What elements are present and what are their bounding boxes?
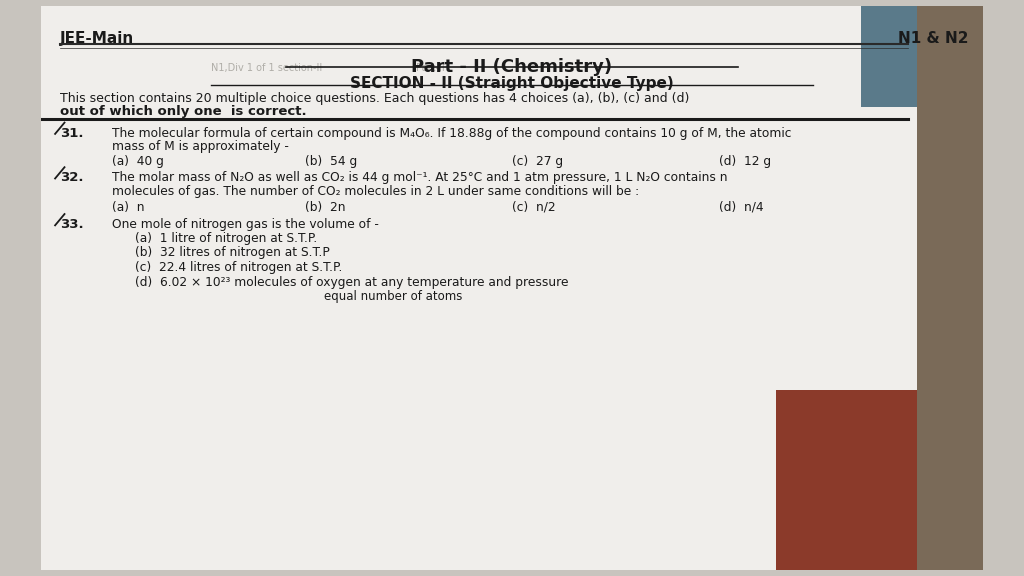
Text: 33.: 33. [59, 218, 83, 231]
Text: (d)  n/4: (d) n/4 [719, 200, 764, 214]
FancyBboxPatch shape [776, 389, 918, 570]
Text: The molar mass of N₂O as well as CO₂ is 44 g mol⁻¹. At 25°C and 1 atm pressure, : The molar mass of N₂O as well as CO₂ is … [112, 171, 727, 184]
Text: (c)  22.4 litres of nitrogen at S.T.P.: (c) 22.4 litres of nitrogen at S.T.P. [135, 261, 343, 274]
Text: out of which only one  is correct.: out of which only one is correct. [59, 105, 306, 118]
Text: N1,Div 1 of 1 section-II                              Part-II: N1,Div 1 of 1 section-II Part-II [211, 63, 444, 73]
Text: (d)  12 g: (d) 12 g [719, 155, 771, 168]
Text: (d)  6.02 × 10²³ molecules of oxygen at any temperature and pressure: (d) 6.02 × 10²³ molecules of oxygen at a… [135, 275, 568, 289]
Text: (a)  n: (a) n [112, 200, 144, 214]
Text: (b)  2n: (b) 2n [305, 200, 345, 214]
Text: JEE-Main: JEE-Main [59, 31, 134, 46]
Text: (a)  40 g: (a) 40 g [112, 155, 164, 168]
Text: (b)  32 litres of nitrogen at S.T.P: (b) 32 litres of nitrogen at S.T.P [135, 246, 330, 259]
Text: equal number of atoms: equal number of atoms [324, 290, 462, 303]
Text: Part - II (Chemistry): Part - II (Chemistry) [412, 58, 612, 75]
Text: 31.: 31. [59, 127, 83, 139]
Text: (c)  27 g: (c) 27 g [512, 155, 563, 168]
Text: (c)  n/2: (c) n/2 [512, 200, 556, 214]
FancyBboxPatch shape [918, 6, 983, 570]
Text: One mole of nitrogen gas is the volume of -: One mole of nitrogen gas is the volume o… [112, 218, 379, 231]
FancyBboxPatch shape [860, 6, 918, 107]
Text: SECTION - II (Straight Objective Type): SECTION - II (Straight Objective Type) [350, 76, 674, 91]
Text: 32.: 32. [59, 171, 83, 184]
Text: The molecular formula of certain compound is M₄O₆. If 18.88g of the compound con: The molecular formula of certain compoun… [112, 127, 792, 139]
FancyBboxPatch shape [41, 6, 983, 570]
Text: This section contains 20 multiple choice questions. Each questions has 4 choices: This section contains 20 multiple choice… [59, 92, 689, 105]
Text: N1 & N2: N1 & N2 [898, 31, 969, 46]
Text: (a)  1 litre of nitrogen at S.T.P.: (a) 1 litre of nitrogen at S.T.P. [135, 232, 317, 245]
Text: mass of M is approximately -: mass of M is approximately - [112, 140, 289, 153]
Text: molecules of gas. The number of CO₂ molecules in 2 L under same conditions will : molecules of gas. The number of CO₂ mole… [112, 185, 639, 198]
Text: (b)  54 g: (b) 54 g [305, 155, 357, 168]
